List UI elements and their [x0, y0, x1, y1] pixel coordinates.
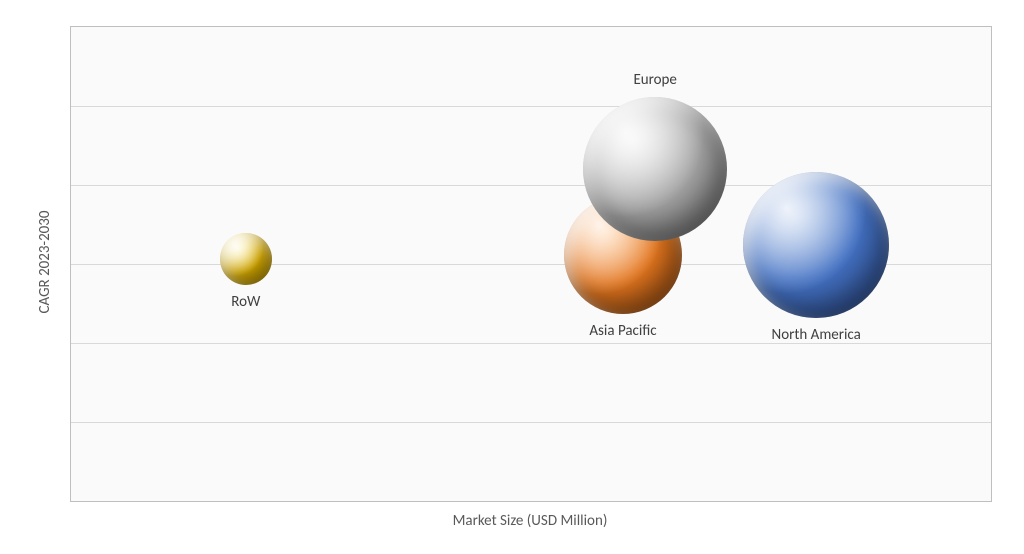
- bubble-label: Europe: [565, 71, 745, 89]
- bubble-north-america: [743, 172, 889, 318]
- plot-area: RoW Asia Pacific Europe North America: [70, 26, 992, 502]
- y-axis-label: CAGR 2023-2030: [36, 192, 54, 332]
- bubble-label: Asia Pacific: [533, 322, 713, 340]
- x-axis-label: Market Size (USD Million): [70, 512, 990, 530]
- bubble-chart: RoW Asia Pacific Europe North America CAGR 2…: [0, 0, 1024, 554]
- bubble-label: North America: [726, 326, 906, 344]
- bubble-row: [220, 233, 272, 285]
- gridline: [71, 106, 991, 107]
- bubble-label: RoW: [156, 293, 336, 311]
- bubble-europe: [583, 97, 727, 241]
- gridline: [71, 422, 991, 423]
